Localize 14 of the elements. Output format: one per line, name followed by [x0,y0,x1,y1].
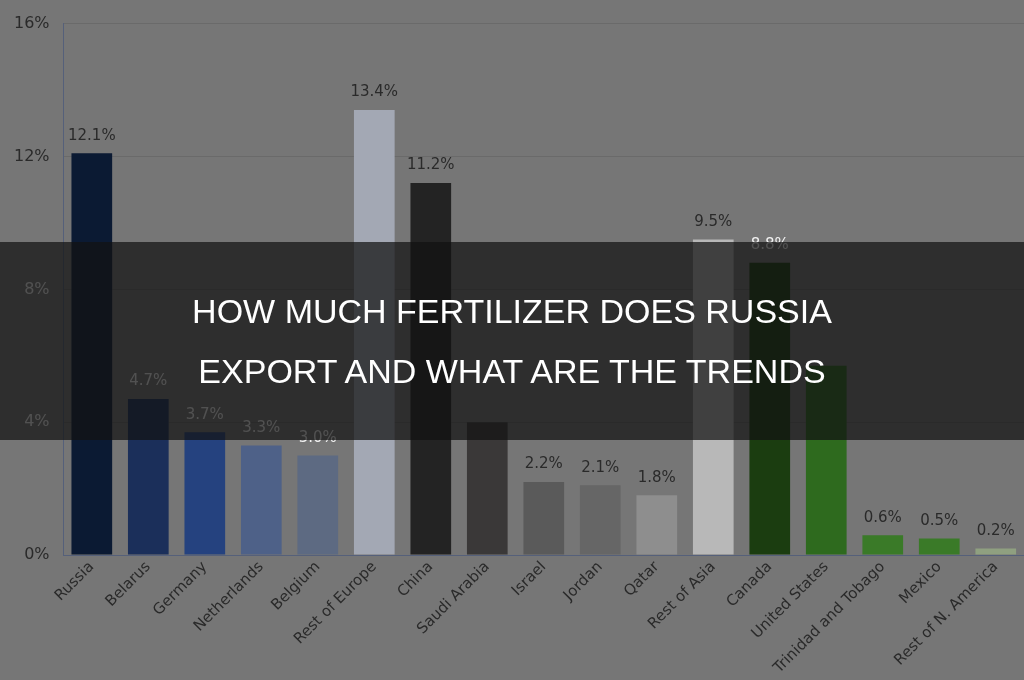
data-label: 0.6% [863,507,902,526]
y-tick-label: 16% [14,12,50,32]
data-label: 12.1% [67,125,116,144]
y-tick-label: 0% [24,544,50,564]
y-tick-label: 12% [14,145,50,165]
data-label: 2.2% [524,454,563,473]
data-label: 11.2% [406,155,455,174]
data-label: 2.1% [581,457,620,476]
data-label: 0.5% [920,510,959,529]
data-label: 0.2% [976,520,1015,539]
data-label: 13.4% [350,82,399,101]
text: HOW MUCH FERTILIZER DOES RUSSIA EXPORT AND WHAT ARE THE TRENDS [192,292,832,390]
data-label: 9.5% [694,211,733,230]
data-label: 1.8% [637,467,676,486]
